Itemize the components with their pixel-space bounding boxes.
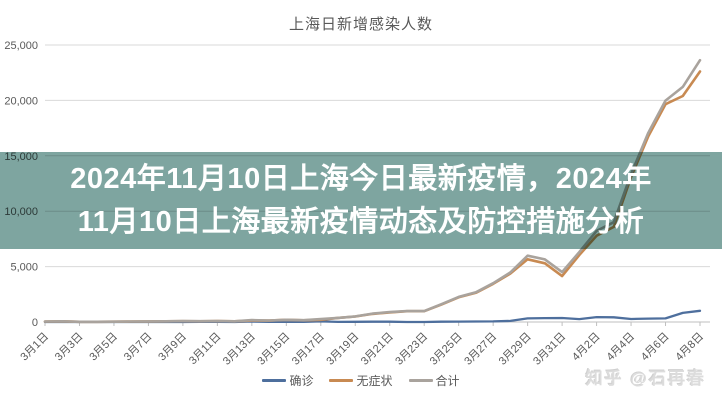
y-tick-label: 25,000 <box>4 40 38 52</box>
x-tick-label: 3月25日 <box>428 331 465 368</box>
x-tick-label: 3月13日 <box>221 331 258 368</box>
chart-legend: 确诊 无症状 合计 <box>0 372 722 389</box>
x-tick-label: 3月31日 <box>531 331 568 368</box>
x-tick-label: 3月7日 <box>122 331 155 364</box>
x-tick-label: 3月17日 <box>290 331 327 368</box>
legend-line-swatch <box>408 379 433 382</box>
x-tick-label: 4月8日 <box>673 331 706 364</box>
overlay-banner-background <box>0 152 722 249</box>
x-tick-label: 3月27日 <box>462 331 499 368</box>
overlay-banner-line1: 2024年11月10日上海今日最新疫情，2024年 <box>70 162 652 195</box>
x-tick-label: 3月3日 <box>53 331 86 364</box>
y-tick-label: 20,000 <box>4 95 38 107</box>
x-tick-label: 3月11日 <box>187 331 223 367</box>
legend-label: 无症状 <box>356 374 393 388</box>
x-tick-label: 3月1日 <box>18 331 51 364</box>
x-tick-label: 3月23日 <box>393 331 430 368</box>
overlay-banner: 2024年11月10日上海今日最新疫情，2024年 11月10日上海最新疫情动态… <box>0 152 722 249</box>
legend-line-swatch <box>329 379 354 382</box>
legend-label: 确诊 <box>289 374 314 388</box>
x-tick-label: 3月29日 <box>497 331 534 368</box>
legend-line-swatch <box>262 379 287 382</box>
legend-item: 确诊 <box>262 372 313 389</box>
overlay-banner-line2: 11月10日上海最新疫情动态及防控措施分析 <box>77 205 645 238</box>
legend-label: 合计 <box>435 374 460 388</box>
x-tick-label: 3月19日 <box>324 331 361 368</box>
x-tick-label: 4月2日 <box>570 331 603 364</box>
x-tick-label: 3月15日 <box>255 331 292 368</box>
x-tick-label: 3月21日 <box>359 331 396 368</box>
y-tick-label: 0 <box>32 317 38 329</box>
legend-item: 无症状 <box>329 372 393 389</box>
x-tick-label: 4月6日 <box>639 331 672 364</box>
chart-title: 上海日新增感染人数 <box>288 16 433 33</box>
x-tick-label: 4月4日 <box>604 331 637 364</box>
x-tick-label: 3月9日 <box>156 331 189 364</box>
y-tick-label: 5,000 <box>10 262 38 274</box>
x-tick-label: 3月5日 <box>87 331 120 364</box>
watermark: 知乎 @石再春 <box>585 369 706 388</box>
legend-item: 合计 <box>408 372 460 389</box>
